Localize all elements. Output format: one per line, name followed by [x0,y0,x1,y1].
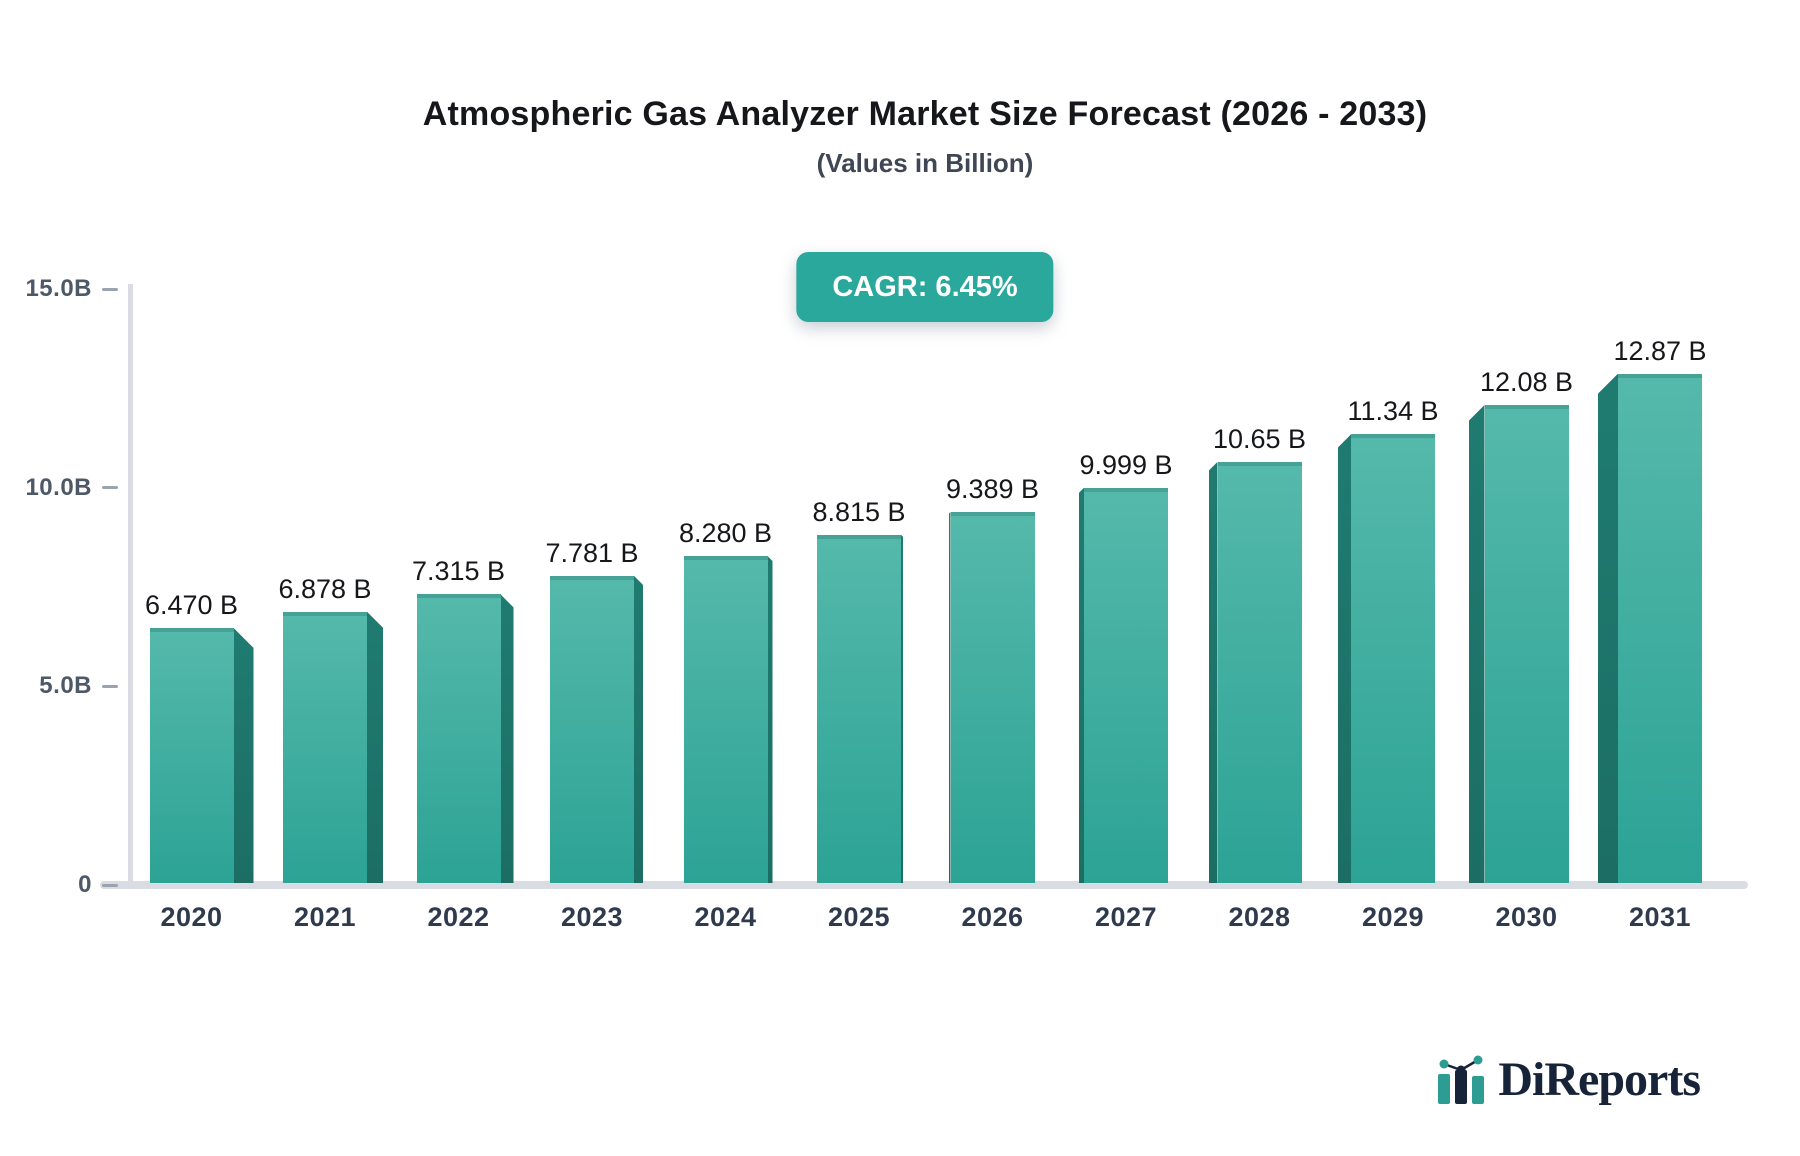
bar-face [817,534,901,883]
direports-logo-text: DiReports [1498,1053,1701,1106]
bar-3d-side [1079,487,1084,883]
bar-3d-side [500,594,514,883]
direports-logo: DiReports [1436,1048,1701,1106]
bar-value-label-2029: 11.34 B [1347,396,1439,427]
y-tick-mark [102,883,118,887]
bar-face [1084,487,1168,883]
bar-value-label-2025: 8.815 B [812,496,906,527]
chart-title: Atmospheric Gas Analyzer Market Size For… [422,95,1428,133]
bar-3d-side [1338,434,1351,883]
bar-face [149,627,234,883]
x-tick-label-2026: 2026 [961,902,1024,932]
bar-top-edge [1351,434,1435,439]
bar-2027 [1079,487,1168,883]
bar-value-label-2028: 10.65 B [1212,423,1307,454]
bar-3d-side [948,511,951,883]
y-tick-mark [102,684,118,688]
bar-face [950,511,1035,883]
bar-3d-side [767,556,773,883]
x-tick-label-2023: 2023 [560,902,624,932]
bar-top-edge [149,627,234,632]
bar-2029 [1338,434,1435,883]
x-tick-label-2031: 2031 [1628,902,1692,932]
bar-face [1618,373,1702,883]
bar-3d-side [1468,405,1485,883]
bar-face [1484,405,1569,883]
bar-value-label-2031: 12.87 B [1613,335,1707,366]
y-tick-label-10.0B: 10.0B [25,473,92,501]
bar-top-edge [683,556,768,560]
bar-top-edge [817,534,901,539]
x-tick-label-2021: 2021 [293,902,357,932]
bar-2024 [683,556,773,883]
x-tick-label-2024: 2024 [694,902,757,932]
bar-face [1217,461,1302,883]
chart-subtitle: (Values in Billion) [816,148,1034,178]
bar-face [550,575,634,883]
bar-top-edge [1084,487,1168,492]
bar-2026 [948,511,1035,883]
x-tick-label-2029: 2029 [1361,902,1425,932]
bar-value-label-2023: 7.781 B [545,537,639,568]
cagr-badge: CAGR: 6.45% [796,252,1054,322]
bar-2022 [416,594,514,883]
y-tick-label-15.0B: 15.0B [25,275,92,302]
bar-face [1351,434,1435,883]
bar-3d-side [1208,461,1218,883]
bar-2020 [149,627,254,883]
bar-value-label-2026: 9.389 B [945,473,1040,504]
bar-face [283,611,367,883]
bar-value-label-2027: 9.999 B [1079,449,1173,480]
bar-3d-side [901,534,903,883]
x-tick-label-2025: 2025 [827,902,891,932]
bar-value-label-2024: 8.280 B [678,518,773,548]
bar-2028 [1208,461,1302,883]
bar-top-edge [950,511,1035,516]
y-tick-label-0: 0 [78,871,92,898]
bar-top-edge [283,611,367,616]
direports-logo-icon [1438,1055,1485,1104]
bar-3d-side [1598,373,1618,883]
bar-3d-side [634,575,643,883]
x-tick-label-2027: 2027 [1094,902,1158,932]
bar-2023 [550,575,643,883]
bar-value-label-2030: 12.08 B [1479,367,1574,398]
x-axis-baseline [100,881,1748,889]
y-tick-mark [102,486,118,490]
bar-value-label-2020: 6.470 B [144,589,239,620]
y-tick-label-5.0B: 5.0B [39,672,92,700]
y-axis-line [128,284,133,885]
bar-top-edge [1217,461,1302,466]
x-tick-label-2028: 2028 [1228,902,1291,932]
bar-top-edge [1484,405,1569,410]
bar-top-edge [416,594,501,599]
bar-3d-side [233,627,254,883]
x-tick-label-2020: 2020 [160,902,223,932]
bar-value-label-2021: 6.878 B [278,573,372,604]
x-tick-label-2022: 2022 [427,902,490,932]
bar-2030 [1468,405,1569,883]
x-tick-label-2030: 2030 [1495,902,1558,932]
bar-3d-side [367,611,383,883]
bar-value-label-2022: 7.315 B [411,556,506,587]
bar-2021 [283,611,383,883]
y-tick-mark [102,287,118,291]
bar-top-edge [550,575,634,580]
bar-2031 [1598,373,1702,883]
bar-face [683,556,768,883]
bar-2025 [817,534,903,883]
bar-face [416,594,501,883]
bar-top-edge [1618,373,1702,378]
